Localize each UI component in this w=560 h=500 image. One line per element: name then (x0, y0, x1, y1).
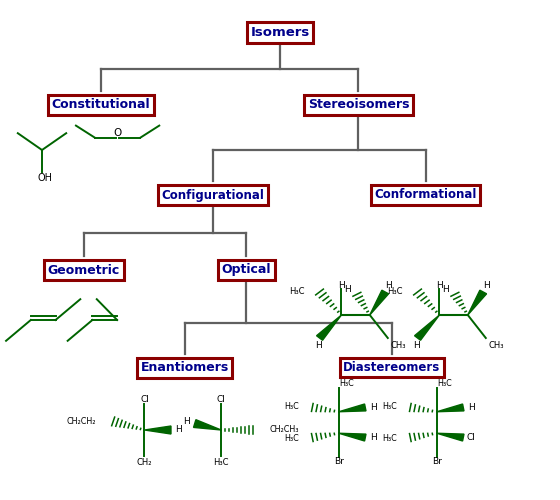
Text: Br: Br (334, 456, 344, 466)
Text: H: H (315, 342, 322, 350)
Text: H₃C: H₃C (382, 402, 397, 411)
Text: H: H (370, 403, 376, 412)
Polygon shape (316, 315, 342, 340)
Text: H₃C: H₃C (284, 434, 299, 443)
Text: H: H (442, 285, 449, 294)
Text: Geometric: Geometric (48, 264, 120, 276)
Polygon shape (414, 315, 440, 340)
Text: Optical: Optical (222, 264, 271, 276)
Text: H: H (436, 280, 443, 289)
Text: H: H (385, 282, 392, 290)
Polygon shape (194, 420, 221, 430)
Text: Configurational: Configurational (161, 188, 264, 202)
Text: H₃C: H₃C (213, 458, 229, 467)
Text: Diastereomers: Diastereomers (343, 361, 441, 374)
Text: CH₂CH₂: CH₂CH₂ (67, 417, 96, 426)
Polygon shape (339, 404, 366, 412)
Polygon shape (370, 290, 389, 315)
Text: CH₃: CH₃ (488, 341, 503, 350)
Text: H: H (175, 426, 182, 434)
Text: Stereoisomers: Stereoisomers (307, 98, 409, 112)
Text: Constitutional: Constitutional (52, 98, 150, 112)
Text: Enantiomers: Enantiomers (141, 361, 229, 374)
Text: H: H (483, 282, 490, 290)
Text: H: H (468, 403, 474, 412)
Text: Isomers: Isomers (250, 26, 310, 39)
Text: H₃C: H₃C (284, 402, 299, 411)
Text: OH: OH (38, 172, 52, 182)
Text: H₃C: H₃C (388, 286, 403, 296)
Text: Conformational: Conformational (375, 188, 477, 202)
Text: CH₂CH₃: CH₂CH₃ (269, 426, 299, 434)
Text: Br: Br (432, 456, 442, 466)
Text: CH₃: CH₃ (390, 341, 405, 350)
Text: H: H (344, 285, 351, 294)
Text: Cl: Cl (140, 396, 149, 404)
Text: H₃C: H₃C (437, 380, 451, 388)
Text: H: H (370, 433, 376, 442)
Text: H₃C: H₃C (382, 434, 397, 443)
Polygon shape (144, 426, 171, 434)
Polygon shape (339, 433, 366, 441)
Text: CH₂: CH₂ (137, 458, 152, 467)
Text: Cl: Cl (466, 433, 475, 442)
Polygon shape (468, 290, 487, 315)
Text: H₃C: H₃C (339, 380, 353, 388)
Text: H: H (413, 342, 420, 350)
Text: H: H (184, 417, 190, 426)
Text: H₃C: H₃C (290, 286, 305, 296)
Text: O: O (114, 128, 122, 138)
Text: Cl: Cl (217, 396, 226, 404)
Polygon shape (437, 404, 464, 412)
Text: H: H (338, 280, 345, 289)
Polygon shape (437, 433, 464, 441)
